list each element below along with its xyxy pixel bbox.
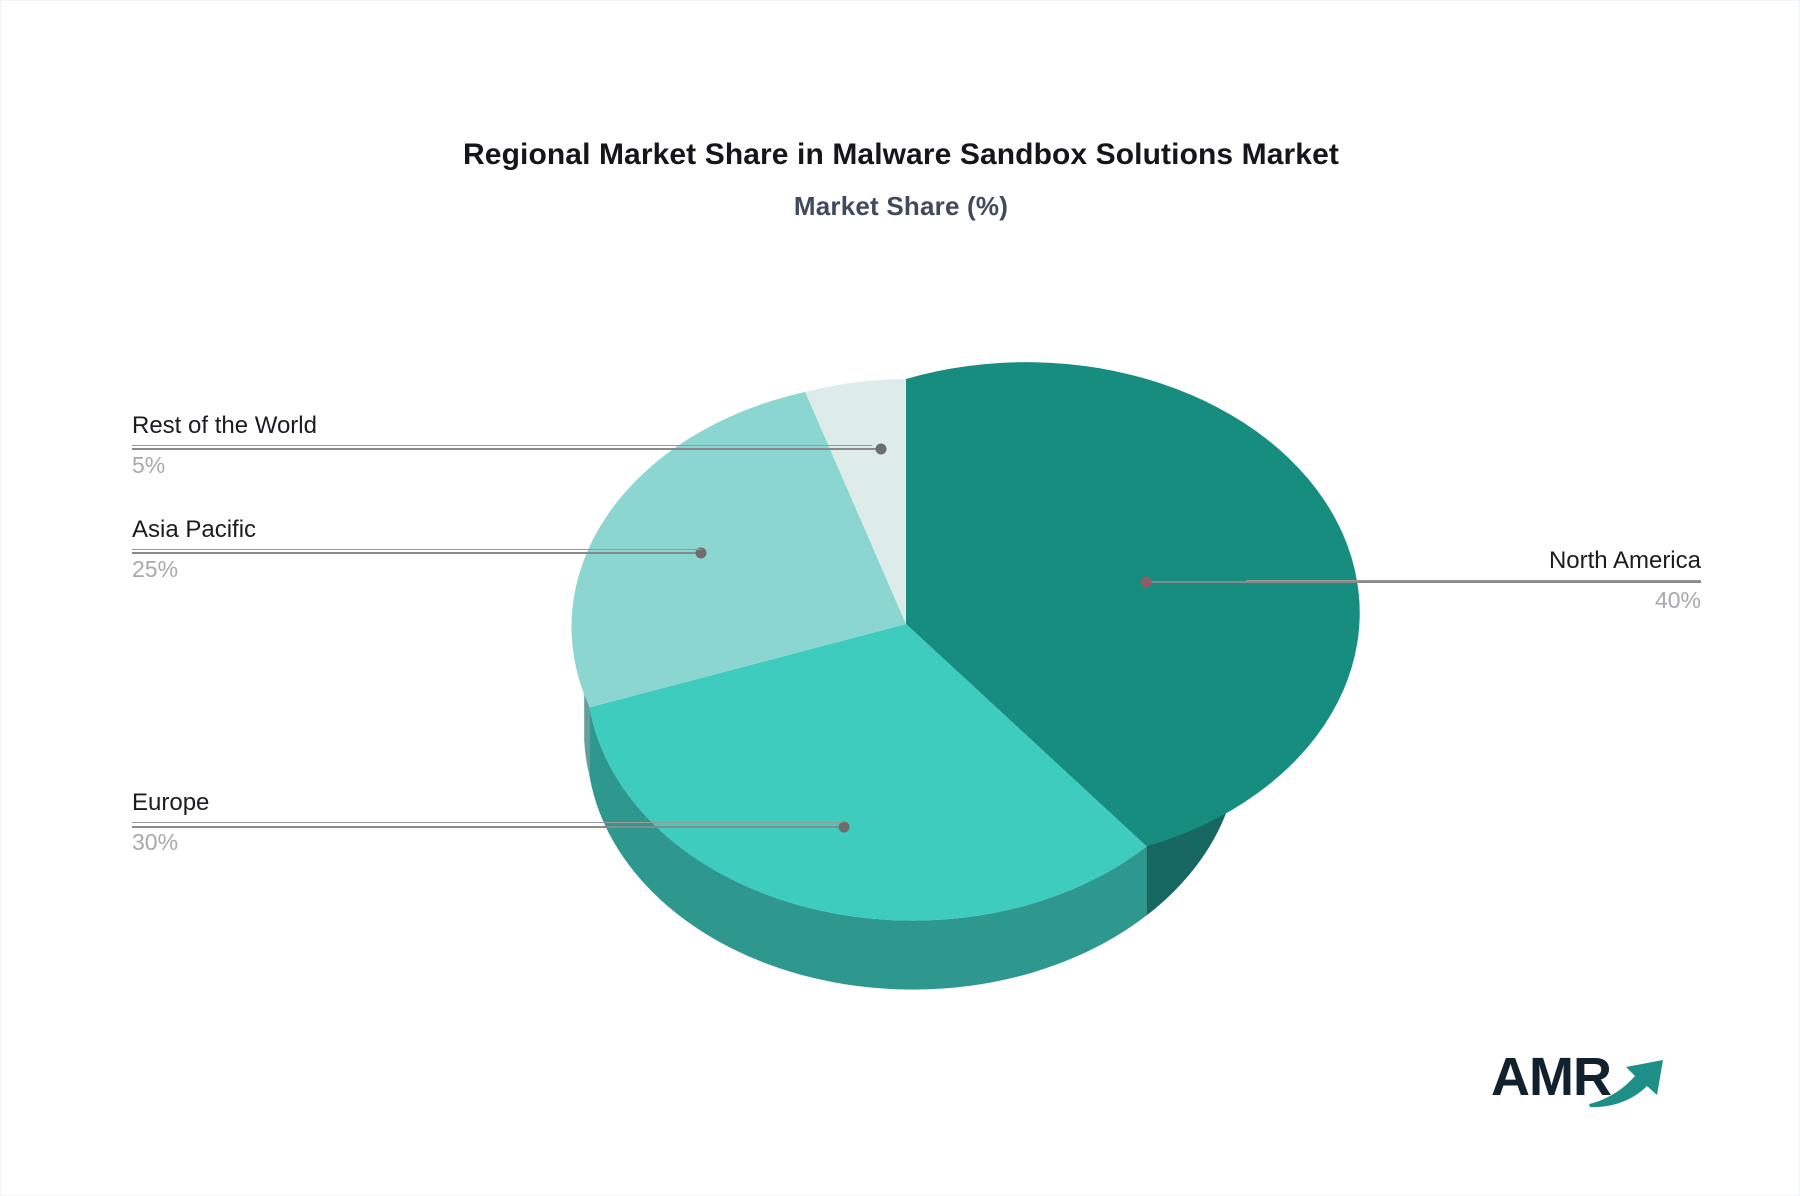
callout-rule-north-america	[1246, 580, 1701, 581]
growth-arrow-icon	[1589, 1060, 1663, 1108]
callout-value-europe: 30%	[132, 829, 179, 855]
amr-logo-text: AMR	[1491, 1047, 1612, 1107]
callout-label-north-america: North America	[1548, 547, 1701, 574]
pie-slice-rest-of-the-world	[805, 379, 906, 624]
callout-rest-of-the-world: Rest of the World 5%	[132, 411, 872, 480]
pie-side-north-america	[1146, 624, 1240, 916]
callout-north-america: North America 40%	[1246, 546, 1701, 615]
callout-value-rest-of-the-world: 5%	[132, 452, 166, 478]
callout-asia-pacific: Asia Pacific 25%	[132, 515, 702, 584]
amr-logo: AMR	[1491, 1041, 1671, 1121]
leader-lines	[132, 448, 1701, 828]
callout-value-north-america: 40%	[1654, 587, 1701, 613]
callout-label-asia-pacific: Asia Pacific	[132, 516, 257, 543]
callout-rule-rest-of-the-world	[132, 445, 872, 446]
pie-slice-europe	[589, 624, 1147, 921]
callout-rule-asia-pacific	[132, 549, 702, 550]
callout-europe: Europe 30%	[132, 788, 842, 857]
leader-dots	[695, 443, 1152, 833]
callout-value-asia-pacific: 25%	[132, 556, 179, 582]
pie-top-faces	[571, 362, 1360, 921]
chart-title: Regional Market Share in Malware Sandbox…	[463, 138, 1339, 171]
chart-subtitle: Market Share (%)	[793, 191, 1009, 221]
pie-slice-north-america	[906, 362, 1360, 847]
callout-label-rest-of-the-world: Rest of the World	[132, 412, 317, 439]
callout-label-europe: Europe	[132, 789, 210, 816]
pie-side-europe	[589, 707, 1147, 990]
callout-rule-europe	[132, 822, 842, 823]
leader-dot-north-america	[1140, 576, 1152, 588]
leader-dot-rest-of-the-world	[875, 443, 887, 455]
pie-slice-asia-pacific	[571, 391, 906, 708]
leader-dot-asia-pacific	[695, 547, 707, 559]
leader-dot-europe	[838, 821, 850, 833]
